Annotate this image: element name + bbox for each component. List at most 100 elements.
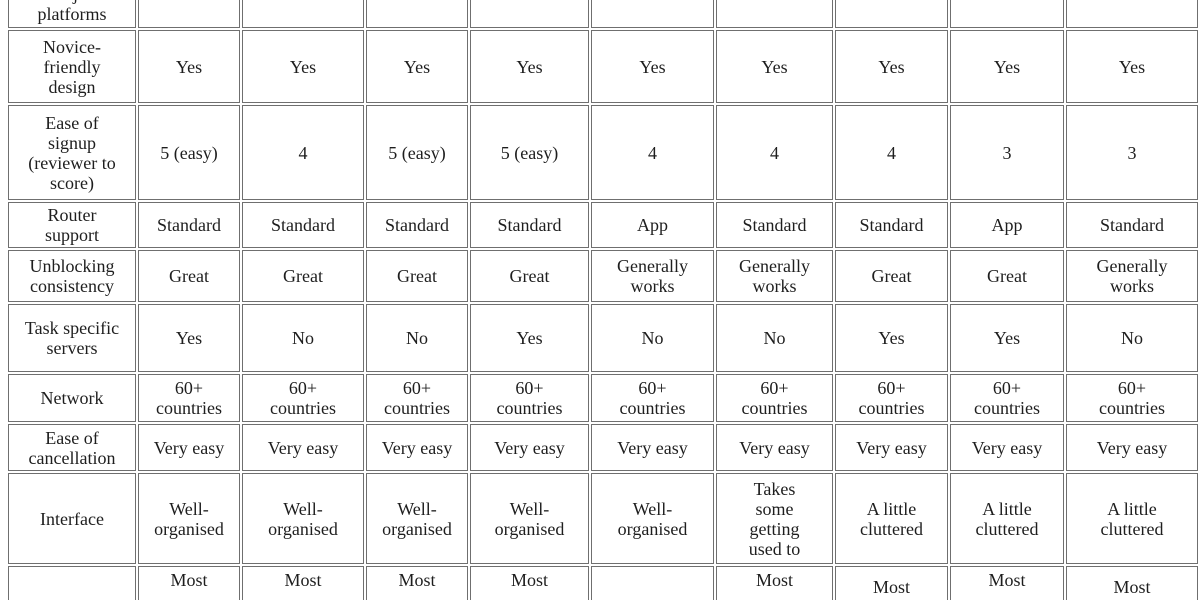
table-cell: Great (470, 250, 589, 302)
table-cell: 60+ countries (835, 374, 948, 422)
table-cell: 4 (716, 105, 833, 200)
table-cell: Yes (950, 0, 1064, 28)
table-cell: Yes (242, 0, 364, 28)
table-cell: 5 (easy) (470, 105, 589, 200)
row-label-text: major platforms (37, 0, 107, 24)
table-cell: Most (950, 566, 1064, 600)
table-cell: Yes (950, 304, 1064, 372)
table-cell: Standard (138, 202, 240, 248)
table-cell: 5 (easy) (138, 105, 240, 200)
table-cell: 4 (591, 105, 714, 200)
table-cell: Yes (716, 30, 833, 103)
table-cell: Generally works (1066, 250, 1198, 302)
table-cell: Most (1066, 566, 1198, 600)
table-cell: Great (950, 250, 1064, 302)
table-cell: 60+ countries (950, 374, 1064, 422)
row-label: Router support (8, 202, 136, 248)
table-row: Router support Standard Standard Standar… (8, 202, 1198, 248)
table-cell: Generally works (716, 250, 833, 302)
table-cell: Very easy (470, 424, 589, 471)
table-cell: No (591, 304, 714, 372)
table-cell: No (242, 304, 364, 372)
table-cell: Standard (470, 202, 589, 248)
table-row: Novice-friendly design Yes Yes Yes Yes Y… (8, 30, 1198, 103)
table-cell: Yes (470, 304, 589, 372)
table-cell: Well-organised (591, 473, 714, 564)
table-cell: 4 (242, 105, 364, 200)
table-row: Ease of cancellation Very easy Very easy… (8, 424, 1198, 471)
table-cell: Yes (470, 0, 589, 28)
table-cell: No (716, 304, 833, 372)
table-cell: Standard (835, 202, 948, 248)
table-row: major platforms Yes Yes Yes Yes Yes Yes … (8, 0, 1198, 28)
table-cell: Yes (138, 0, 240, 28)
row-label: Task specific servers (8, 304, 136, 372)
table-cell: Well-organised (366, 473, 468, 564)
table-cell: Yes (366, 30, 468, 103)
table-row: Network 60+ countries 60+ countries 60+ … (8, 374, 1198, 422)
row-label: Unblocking consistency (8, 250, 136, 302)
table-cell: Well-organised (242, 473, 364, 564)
table-cell: Yes (716, 0, 833, 28)
table-cell: Most (242, 566, 364, 600)
table-cell: Yes (835, 0, 948, 28)
table-cell: 60+ countries (716, 374, 833, 422)
table-row: Task specific servers Yes No No Yes No N… (8, 304, 1198, 372)
table-cell: Very easy (242, 424, 364, 471)
table-row: Unblocking consistency Great Great Great… (8, 250, 1198, 302)
table-row: Interface Well-organised Well-organised … (8, 473, 1198, 564)
table-cell: Yes (950, 30, 1064, 103)
table-row: Most Most Most Most Most Most Most Most (8, 566, 1198, 600)
table-cell: Yes (835, 304, 948, 372)
table-cell: 60+ countries (591, 374, 714, 422)
table-cell: A little cluttered (835, 473, 948, 564)
row-label: major platforms (8, 0, 136, 28)
table-cell: Standard (1066, 202, 1198, 248)
table-cell: 3 (950, 105, 1064, 200)
table-cell: A little cluttered (1066, 473, 1198, 564)
table-cell: Most (138, 566, 240, 600)
table-cell: Generally works (591, 250, 714, 302)
table-cell: 5 (easy) (366, 105, 468, 200)
table-cell: Standard (366, 202, 468, 248)
table-cell: No (1066, 304, 1198, 372)
table-cell: Very easy (835, 424, 948, 471)
table-cell: Yes (591, 30, 714, 103)
comparison-table: major platforms Yes Yes Yes Yes Yes Yes … (6, 0, 1200, 600)
table-cell: Yes (470, 30, 589, 103)
table-cell: Yes (1066, 30, 1198, 103)
table-cell: Yes (242, 30, 364, 103)
table-cell: Great (366, 250, 468, 302)
table-cell: Very easy (950, 424, 1064, 471)
table-cell: Yes (366, 0, 468, 28)
table-cell: 60+ countries (138, 374, 240, 422)
table-cell: Yes (835, 30, 948, 103)
table-row: Ease of signup (reviewer to score) 5 (ea… (8, 105, 1198, 200)
table-cell: Well-organised (138, 473, 240, 564)
table-cell: Great (242, 250, 364, 302)
table-cell: Very easy (138, 424, 240, 471)
row-label: Interface (8, 473, 136, 564)
table-cell: Very easy (716, 424, 833, 471)
table-cell: Yes (1066, 0, 1198, 28)
table-cell: Yes (138, 304, 240, 372)
table-cell: Most (716, 566, 833, 600)
table-cell: 60+ countries (470, 374, 589, 422)
table-cell: Takes some getting used to (716, 473, 833, 564)
table-cell: Yes (591, 0, 714, 28)
table-cell: Very easy (366, 424, 468, 471)
table-cell: Yes (138, 30, 240, 103)
table-cell: Great (138, 250, 240, 302)
table-cell: 60+ countries (242, 374, 364, 422)
table-cell: 60+ countries (1066, 374, 1198, 422)
table-cell: 4 (835, 105, 948, 200)
table-cell: 3 (1066, 105, 1198, 200)
table-cell: App (950, 202, 1064, 248)
table-cell: Well-organised (470, 473, 589, 564)
row-label: Ease of cancellation (8, 424, 136, 471)
table-cell: Most (366, 566, 468, 600)
table-cell: No (366, 304, 468, 372)
row-label: Novice-friendly design (8, 30, 136, 103)
row-label: Ease of signup (reviewer to score) (8, 105, 136, 200)
